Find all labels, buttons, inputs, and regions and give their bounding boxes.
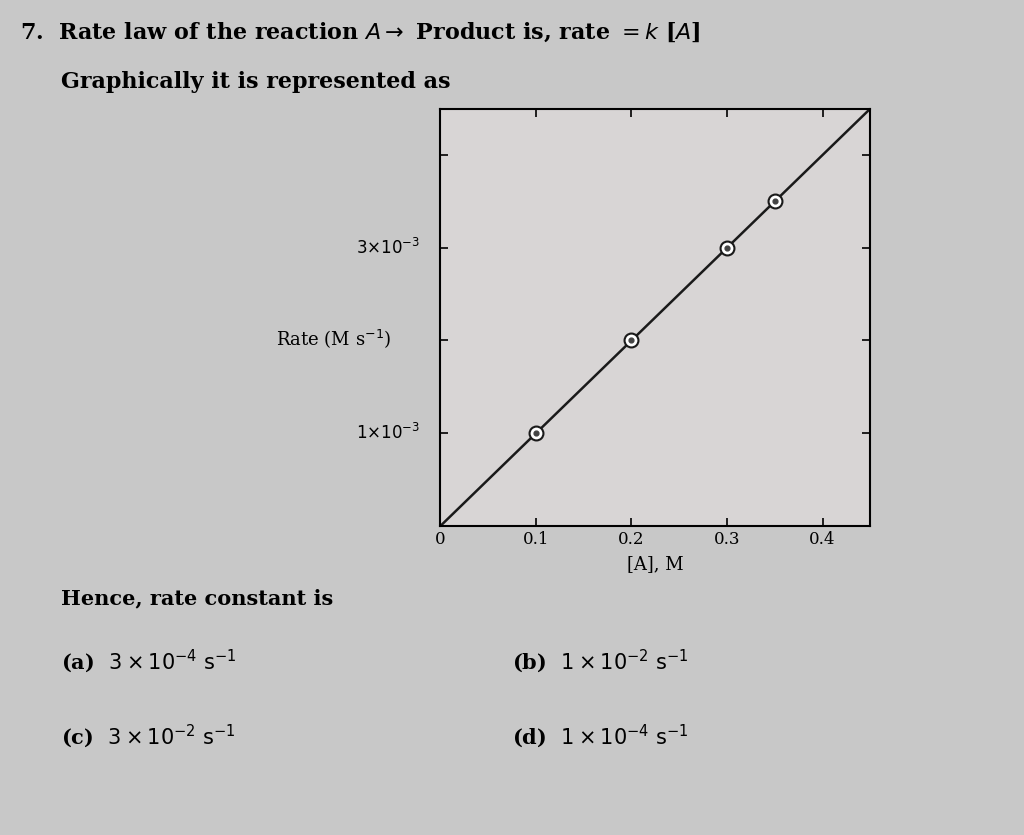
Text: (a)  $3 \times 10^{-4}\ \mathrm{s}^{-1}$: (a) $3 \times 10^{-4}\ \mathrm{s}^{-1}$	[61, 647, 238, 675]
Text: 7.  Rate law of the reaction $A \rightarrow$ Product is, rate $= k$ [$A$]: 7. Rate law of the reaction $A \rightarr…	[20, 21, 701, 44]
Point	[719, 241, 735, 255]
Text: (c)  $3 \times 10^{-2}\ \mathrm{s}^{-1}$: (c) $3 \times 10^{-2}\ \mathrm{s}^{-1}$	[61, 722, 237, 750]
Point	[527, 427, 544, 440]
Text: Graphically it is represented as: Graphically it is represented as	[61, 71, 451, 93]
Text: Rate (M s$^{-1}$): Rate (M s$^{-1}$)	[276, 326, 391, 350]
Text: $1{\times}10^{-3}$: $1{\times}10^{-3}$	[355, 423, 420, 443]
Point	[624, 334, 640, 347]
Point	[527, 427, 544, 440]
Text: (d)  $1 \times 10^{-4}\ \mathrm{s}^{-1}$: (d) $1 \times 10^{-4}\ \mathrm{s}^{-1}$	[512, 722, 689, 750]
Text: Hence, rate constant is: Hence, rate constant is	[61, 589, 334, 609]
Point	[624, 334, 640, 347]
Text: $3{\times}10^{-3}$: $3{\times}10^{-3}$	[355, 238, 420, 258]
Point	[719, 241, 735, 255]
Text: (b)  $1 \times 10^{-2}\ \mathrm{s}^{-1}$: (b) $1 \times 10^{-2}\ \mathrm{s}^{-1}$	[512, 647, 689, 675]
X-axis label: [A], M: [A], M	[627, 554, 684, 573]
Point	[767, 195, 783, 208]
Point	[767, 195, 783, 208]
